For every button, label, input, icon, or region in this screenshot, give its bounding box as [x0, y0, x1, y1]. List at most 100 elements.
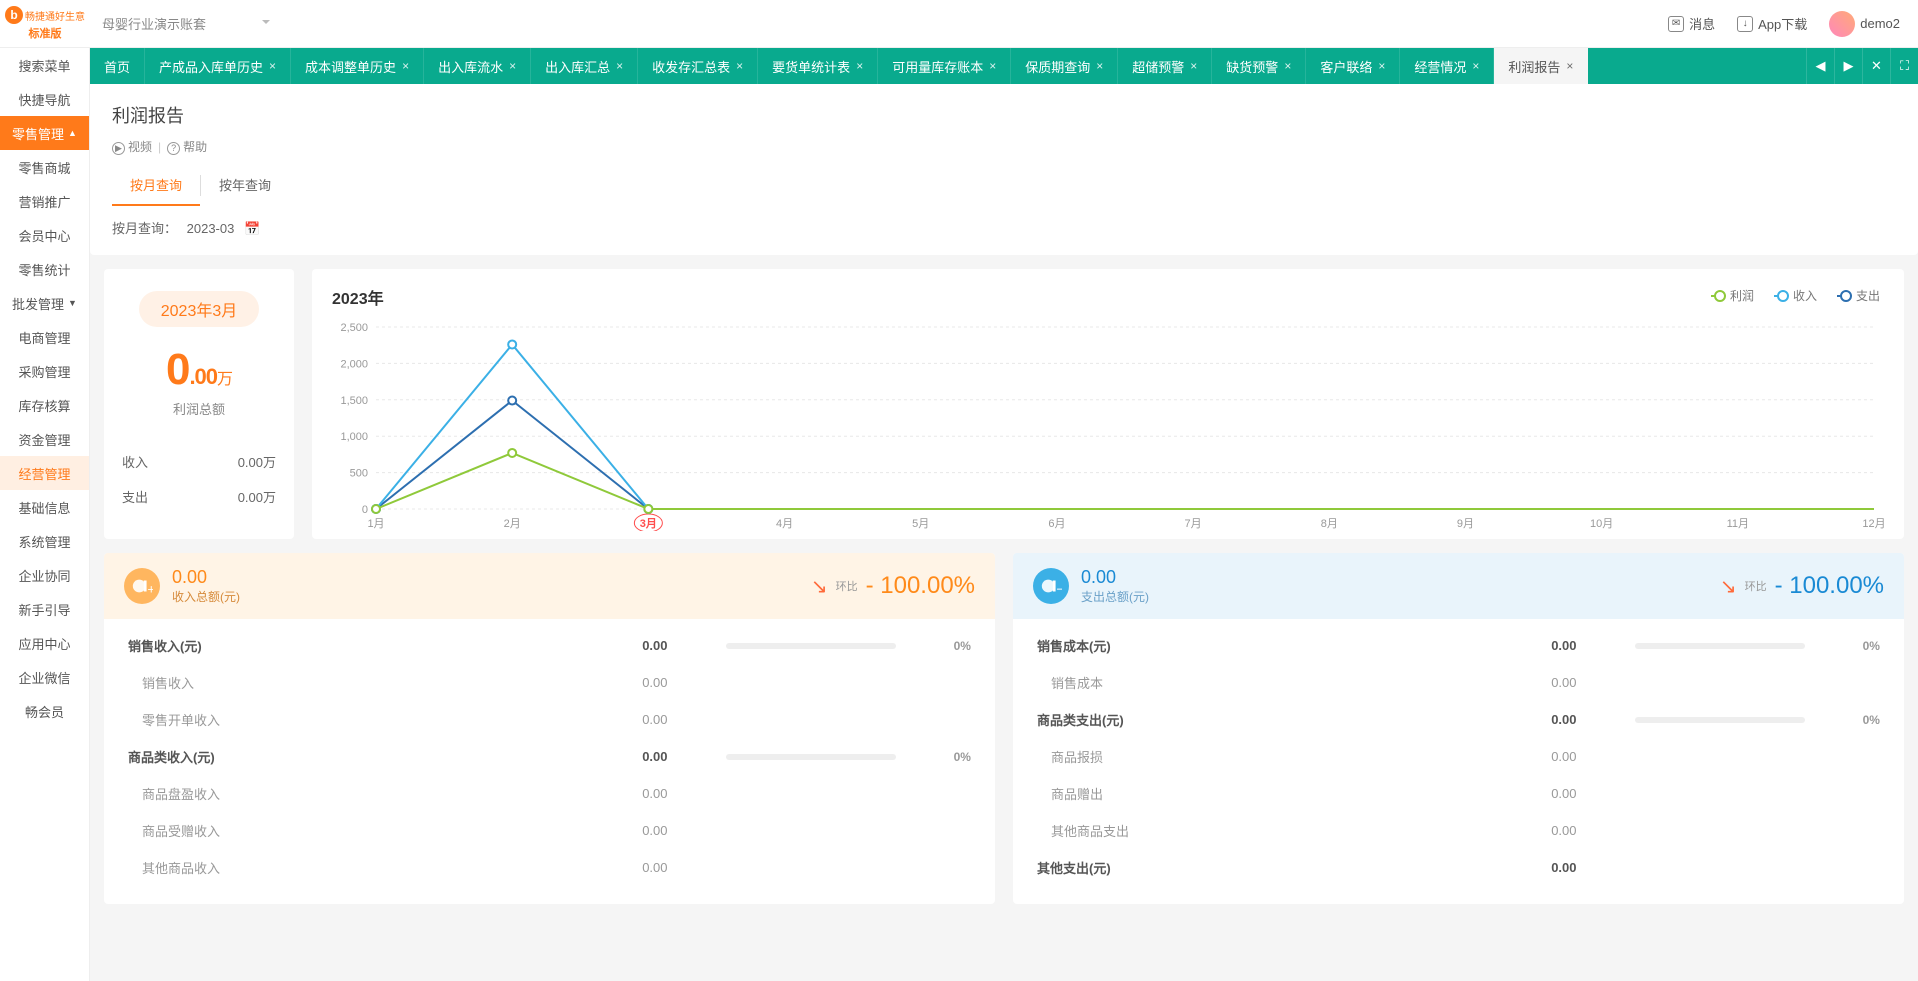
svg-text:9月: 9月	[1457, 518, 1474, 530]
messages-button[interactable]: ✉ 消息	[1668, 14, 1715, 33]
sidebar-item-0[interactable]: 搜索菜单	[0, 48, 89, 82]
close-icon[interactable]: ×	[1378, 59, 1385, 73]
tab-label: 可用量库存账本	[892, 57, 983, 76]
legend-income[interactable]: 收入	[1774, 287, 1817, 304]
sidebar-item-19[interactable]: 畅会员	[0, 694, 89, 728]
tab-9[interactable]: 超储预警×	[1118, 48, 1212, 84]
page: 利润报告 ▶视频 | ?帮助 按月查询 按年查询 按月查询： 2023-03 📅	[90, 84, 1918, 981]
legend-profit[interactable]: 利润	[1711, 287, 1754, 304]
tab-12[interactable]: 经营情况×	[1400, 48, 1494, 84]
svg-text:8月: 8月	[1321, 518, 1338, 530]
tabs-close-all[interactable]: ✕	[1862, 48, 1890, 84]
tab-2[interactable]: 成本调整单历史×	[291, 48, 424, 84]
cards-row: 2023年3月 0.00万 利润总额 收入0.00万 支出0.00万 2023年…	[90, 255, 1918, 539]
sidebar-item-7[interactable]: 批发管理▼	[0, 286, 89, 320]
sidebar-item-18[interactable]: 企业微信	[0, 660, 89, 694]
sidebar-item-15[interactable]: 企业协同	[0, 558, 89, 592]
filter-label: 按月查询：	[112, 221, 177, 236]
legend-expense[interactable]: 支出	[1837, 287, 1880, 304]
tab-7[interactable]: 可用量库存账本 ×	[878, 48, 1011, 84]
sidebar-item-10[interactable]: 库存核算	[0, 388, 89, 422]
profit-dec: .00	[189, 364, 217, 389]
tabs-fullscreen[interactable]: ⛶	[1890, 48, 1918, 84]
app-download-button[interactable]: ↓ App下载	[1737, 14, 1807, 33]
sidebar-item-3[interactable]: 零售商城	[0, 150, 89, 184]
close-icon[interactable]: ×	[1472, 59, 1479, 73]
close-icon[interactable]: ×	[616, 59, 623, 73]
close-icon[interactable]: ×	[989, 59, 996, 73]
tab-3[interactable]: 出入库流水×	[424, 48, 531, 84]
sidebar-item-16[interactable]: 新手引导	[0, 592, 89, 626]
sidebar-item-4[interactable]: 营销推广	[0, 184, 89, 218]
row-bar	[718, 643, 903, 649]
chevron-icon: ▼	[68, 298, 77, 308]
panel-row: 商品类支出(元)0.000%	[1037, 701, 1880, 738]
close-icon[interactable]: ×	[1096, 59, 1103, 73]
sidebar-item-1[interactable]: 快捷导航	[0, 82, 89, 116]
sidebar-item-17[interactable]: 应用中心	[0, 626, 89, 660]
tabs-scroll-right[interactable]: ▶	[1834, 48, 1862, 84]
tab-11[interactable]: 客户联络×	[1306, 48, 1400, 84]
svg-text:1,000: 1,000	[340, 431, 368, 443]
expense-panel-head: − 0.00 支出总额(元) ↘ 环比 - 100.00%	[1013, 553, 1904, 619]
account-selector[interactable]: 母婴行业演示账套	[90, 14, 290, 33]
sidebar-item-2[interactable]: 零售管理▲	[0, 116, 89, 150]
close-icon[interactable]: ×	[1190, 59, 1197, 73]
expense-total-value: 0.00	[1081, 567, 1149, 588]
row-bar	[1627, 643, 1812, 649]
trend-down-icon: ↘	[811, 574, 828, 599]
tab-by-year[interactable]: 按年查询	[201, 165, 289, 206]
tab-4[interactable]: 出入库汇总 ×	[531, 48, 638, 84]
close-icon[interactable]: ×	[736, 59, 743, 73]
legend-expense-label: 支出	[1856, 287, 1880, 304]
sidebar-item-11[interactable]: 资金管理	[0, 422, 89, 456]
close-icon[interactable]: ×	[509, 59, 516, 73]
sidebar-item-9[interactable]: 采购管理	[0, 354, 89, 388]
help-link[interactable]: ?帮助	[167, 138, 207, 155]
logo[interactable]: b畅捷通好生意 标准版	[0, 0, 90, 48]
svg-text:0: 0	[362, 504, 368, 516]
tab-8[interactable]: 保质期查询×	[1011, 48, 1118, 84]
message-icon: ✉	[1668, 16, 1684, 32]
row-bar	[718, 754, 903, 760]
sidebar-item-6[interactable]: 零售统计	[0, 252, 89, 286]
tab-1[interactable]: 产成品入库单历史×	[145, 48, 291, 84]
chart-legend: 利润 收入 支出	[1711, 287, 1880, 304]
view-tabs: 按月查询 按年查询	[90, 165, 1918, 206]
tab-13[interactable]: 利润报告×	[1494, 48, 1588, 84]
close-icon[interactable]: ×	[402, 59, 409, 73]
svg-text:1月: 1月	[367, 518, 384, 530]
tab-by-month[interactable]: 按月查询	[112, 165, 200, 206]
expense-label: 支出	[122, 487, 148, 506]
close-icon[interactable]: ×	[856, 59, 863, 73]
sidebar-item-5[interactable]: 会员中心	[0, 218, 89, 252]
panel-row: 销售收入(元)0.000%	[128, 627, 971, 664]
tab-6[interactable]: 要货单统计表×	[758, 48, 878, 84]
sidebar: 搜索菜单快捷导航零售管理▲零售商城营销推广会员中心零售统计批发管理▼电商管理采购…	[0, 48, 90, 981]
calendar-icon[interactable]: 📅	[244, 221, 260, 236]
panel-row: 商品类收入(元)0.000%	[128, 738, 971, 775]
income-panel-head: + 0.00 收入总额(元) ↘ 环比 - 100.00%	[104, 553, 995, 619]
tab-0[interactable]: 首页	[90, 48, 145, 84]
tabs-scroll-left[interactable]: ◀	[1806, 48, 1834, 84]
close-icon[interactable]: ×	[269, 59, 276, 73]
account-selector-label: 母婴行业演示账套	[102, 17, 206, 32]
profit-label: 利润总额	[122, 399, 276, 418]
messages-label: 消息	[1689, 14, 1715, 33]
sidebar-item-14[interactable]: 系统管理	[0, 524, 89, 558]
sidebar-item-12[interactable]: 经营管理	[0, 456, 89, 490]
svg-text:6月: 6月	[1048, 518, 1065, 530]
user-menu[interactable]: demo2	[1829, 11, 1900, 37]
tab-5[interactable]: 收发存汇总表×	[638, 48, 758, 84]
tab-label: 出入库汇总	[545, 57, 610, 76]
panel-row: 零售开单收入0.00	[128, 701, 971, 738]
filter-date-value[interactable]: 2023-03	[187, 221, 235, 236]
sidebar-item-13[interactable]: 基础信息	[0, 490, 89, 524]
close-icon[interactable]: ×	[1284, 59, 1291, 73]
tab-10[interactable]: 缺货预警×	[1212, 48, 1306, 84]
svg-text:11月: 11月	[1727, 518, 1749, 530]
help-icon: ?	[167, 142, 180, 155]
sidebar-item-8[interactable]: 电商管理	[0, 320, 89, 354]
close-icon[interactable]: ×	[1566, 59, 1573, 73]
video-link[interactable]: ▶视频	[112, 138, 152, 155]
